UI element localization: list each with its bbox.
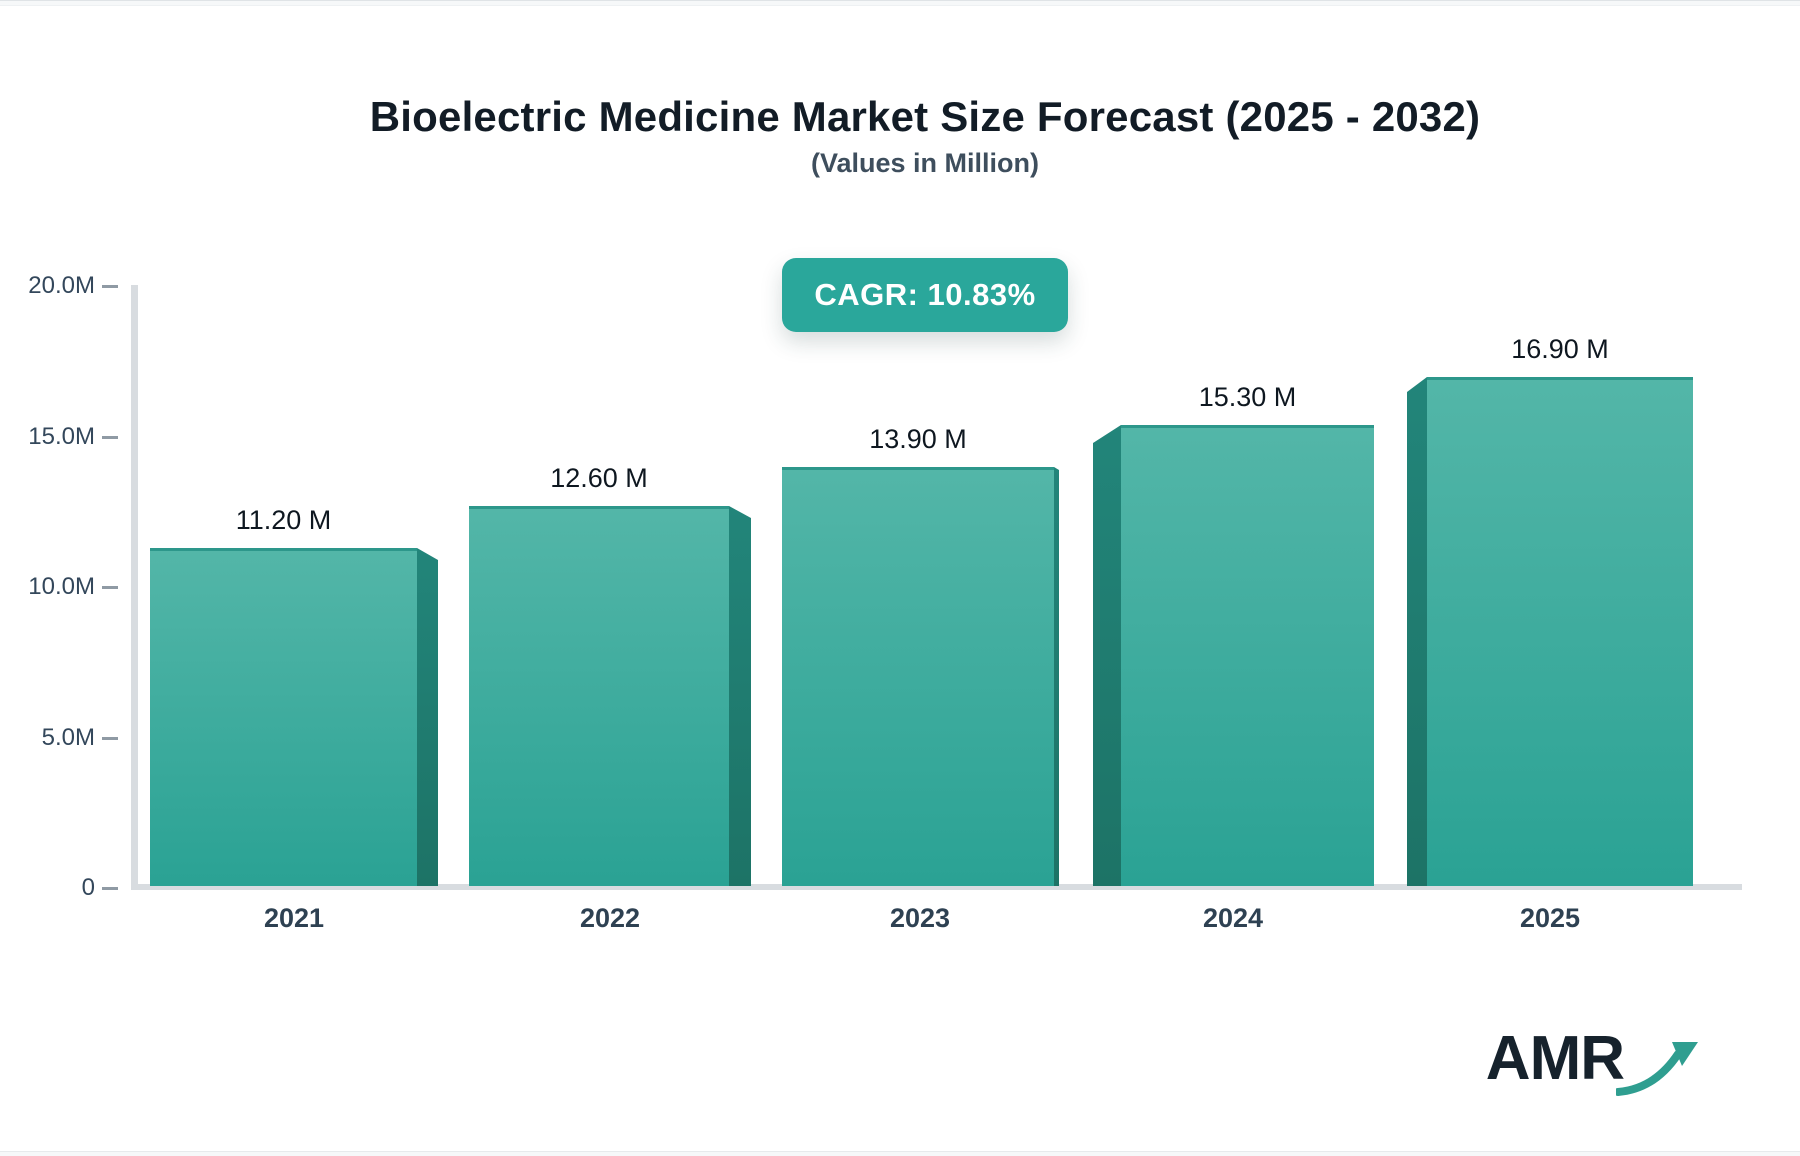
brand-logo: AMR: [1486, 1028, 1700, 1098]
bar-2021: [150, 548, 417, 886]
bar-value-label: 12.60 M: [550, 463, 648, 493]
y-tick-label: 10.0M: [28, 573, 95, 601]
page-title: Bioelectric Medicine Market Size Forecas…: [369, 93, 1481, 140]
bar-value-label: 15.30 M: [1198, 382, 1297, 412]
x-axis: [131, 884, 1742, 890]
x-tick-label: 2024: [1202, 903, 1264, 933]
x-tick-label: 2022: [579, 903, 641, 933]
y-tick-mark: [102, 887, 118, 890]
x-tick-label: 2025: [1519, 903, 1581, 933]
trend-arrow-icon: [1616, 1042, 1698, 1096]
brand-logo-text: AMR: [1485, 1024, 1625, 1093]
bottom-edge-divider: [0, 1151, 1800, 1156]
bar-side-face: [1054, 467, 1059, 886]
bar-value-label: 16.90 M: [1511, 334, 1609, 364]
top-edge-divider: [0, 0, 1800, 6]
y-tick-mark: [102, 586, 118, 590]
bar-2022: [469, 506, 729, 886]
bar-side-face: [1407, 377, 1427, 886]
bar-2024: [1121, 425, 1374, 886]
y-tick-label: 15.0M: [28, 422, 95, 450]
bar-value-label: 13.90 M: [869, 424, 967, 454]
bar-side-face: [1093, 425, 1121, 886]
bar-2023: [782, 467, 1054, 886]
bar-2025: [1427, 377, 1693, 886]
y-axis: [131, 285, 138, 888]
y-tick-label: 0: [81, 874, 95, 901]
page-subtitle: (Values in Million): [810, 148, 1040, 178]
y-tick-label: 20.0M: [28, 272, 95, 300]
y-tick-mark: [102, 285, 118, 289]
cagr-badge: CAGR: 10.83%: [782, 258, 1068, 332]
x-tick-label: 2023: [889, 903, 951, 933]
bar-side-face: [417, 548, 438, 886]
y-tick-mark: [102, 736, 118, 740]
bar-value-label: 11.20 M: [235, 505, 332, 535]
y-tick-label: 5.0M: [41, 723, 95, 751]
y-tick-mark: [102, 435, 118, 439]
bar-side-face: [729, 506, 751, 886]
x-tick-label: 2021: [263, 903, 325, 933]
